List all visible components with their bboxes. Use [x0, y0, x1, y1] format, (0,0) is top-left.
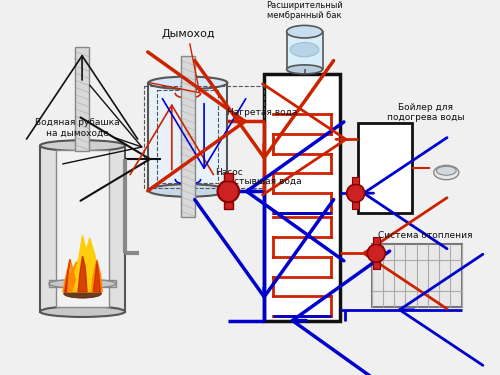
- Polygon shape: [78, 256, 87, 292]
- Ellipse shape: [286, 65, 322, 74]
- Text: Нагретая вода: Нагретая вода: [226, 108, 297, 117]
- Ellipse shape: [64, 289, 102, 298]
- Bar: [358, 123, 412, 213]
- Ellipse shape: [148, 76, 228, 89]
- Bar: [158, 90, 218, 183]
- Bar: [144, 86, 264, 188]
- Polygon shape: [68, 262, 76, 292]
- Bar: [286, 32, 322, 69]
- Bar: [224, 202, 233, 209]
- Ellipse shape: [286, 26, 322, 38]
- Polygon shape: [94, 261, 100, 292]
- Ellipse shape: [40, 140, 125, 151]
- Bar: [75, 47, 90, 151]
- Bar: [372, 244, 462, 307]
- Bar: [56, 150, 109, 307]
- Bar: [49, 280, 116, 287]
- Bar: [372, 262, 380, 269]
- Ellipse shape: [434, 165, 459, 180]
- Ellipse shape: [40, 306, 125, 317]
- Polygon shape: [63, 260, 76, 292]
- Bar: [264, 74, 340, 321]
- Text: Система отопления: Система отопления: [378, 231, 473, 240]
- Text: Расширительный
мембранный бак: Расширительный мембранный бак: [266, 1, 343, 20]
- Text: Насос: Насос: [215, 168, 242, 177]
- Bar: [372, 237, 380, 244]
- Bar: [352, 177, 360, 184]
- Ellipse shape: [290, 42, 319, 57]
- Text: Водяная рубашка
на дымоходе: Водяная рубашка на дымоходе: [36, 118, 120, 137]
- Bar: [148, 83, 228, 190]
- Text: Дымоход: Дымоход: [161, 28, 215, 39]
- Text: Остывшая вода: Остывшая вода: [226, 177, 301, 186]
- Polygon shape: [68, 236, 98, 292]
- Bar: [181, 56, 195, 217]
- Bar: [224, 173, 233, 181]
- Circle shape: [346, 184, 364, 202]
- Polygon shape: [92, 260, 102, 292]
- Ellipse shape: [436, 166, 456, 175]
- Ellipse shape: [49, 279, 116, 288]
- Circle shape: [368, 244, 386, 262]
- Ellipse shape: [148, 184, 228, 197]
- Polygon shape: [64, 260, 70, 292]
- Bar: [352, 202, 360, 209]
- Circle shape: [218, 181, 239, 202]
- Bar: [40, 146, 125, 312]
- Text: Бойлер для
подогрева воды: Бойлер для подогрева воды: [387, 103, 464, 122]
